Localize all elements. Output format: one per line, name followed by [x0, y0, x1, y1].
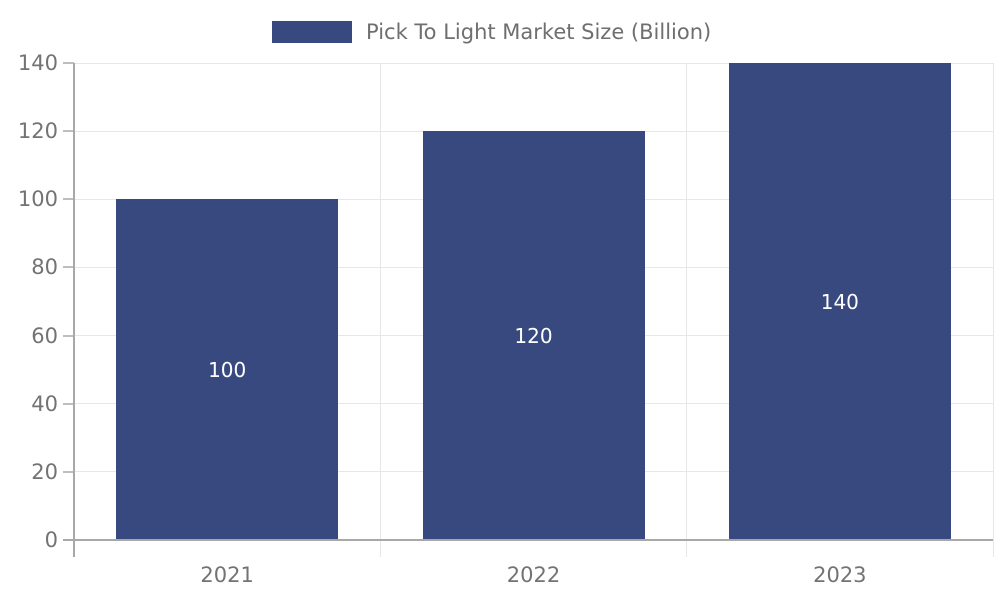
y-tick — [63, 62, 74, 64]
bar-value-label: 120 — [514, 323, 553, 348]
y-tick-label: 20 — [31, 459, 58, 484]
gridline-vertical — [992, 63, 994, 557]
x-tick-label: 2022 — [506, 563, 561, 587]
bar — [422, 131, 645, 540]
y-tick — [63, 402, 74, 405]
x-axis-line — [63, 539, 993, 541]
y-tick — [63, 266, 74, 269]
bar-value-label: 140 — [820, 289, 859, 314]
y-tick-label: 0 — [44, 528, 58, 552]
gridline-horizontal — [74, 62, 993, 64]
bar — [728, 63, 951, 540]
gridline-vertical — [686, 63, 688, 557]
y-tick-label: 120 — [17, 119, 58, 144]
x-tick-label: 2021 — [200, 563, 254, 587]
y-tick — [63, 470, 74, 473]
y-tick-label: 60 — [31, 323, 58, 348]
y-tick-label: 40 — [31, 391, 58, 416]
y-tick — [63, 198, 74, 201]
legend: Pick To Light Market Size (Billion) — [272, 20, 711, 44]
bar — [116, 199, 339, 540]
gridline-vertical — [379, 63, 381, 557]
bar-value-label: 100 — [208, 357, 247, 382]
legend-label: Pick To Light Market Size (Billion) — [366, 20, 712, 44]
y-tick — [63, 130, 74, 133]
y-tick — [63, 334, 74, 337]
y-tick-label: 100 — [17, 187, 58, 212]
y-tick-label: 140 — [17, 51, 58, 75]
y-axis-line — [72, 63, 75, 557]
legend-swatch — [272, 21, 352, 43]
y-tick-label: 80 — [31, 255, 58, 280]
x-tick-label: 2023 — [813, 563, 867, 587]
